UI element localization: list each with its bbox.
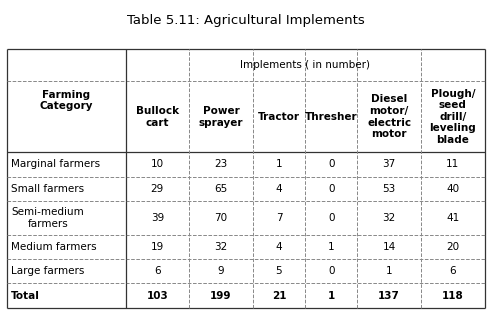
Text: 29: 29 xyxy=(151,184,164,194)
Text: 41: 41 xyxy=(446,213,460,223)
Text: Large farmers: Large farmers xyxy=(11,266,85,276)
Text: 70: 70 xyxy=(215,213,227,223)
Text: Medium farmers: Medium farmers xyxy=(11,242,97,252)
Text: 1: 1 xyxy=(328,242,335,252)
Text: Plough/
seed
drill/
leveling
blade: Plough/ seed drill/ leveling blade xyxy=(430,89,476,145)
Text: 65: 65 xyxy=(215,184,228,194)
Text: Power
sprayer: Power sprayer xyxy=(199,106,243,127)
Text: 19: 19 xyxy=(151,242,164,252)
Text: 39: 39 xyxy=(151,213,164,223)
Text: 4: 4 xyxy=(276,242,282,252)
Text: Total: Total xyxy=(11,290,40,300)
Text: 14: 14 xyxy=(383,242,396,252)
Text: 1: 1 xyxy=(386,266,393,276)
Text: 11: 11 xyxy=(446,160,460,170)
Text: 32: 32 xyxy=(383,213,396,223)
Text: 6: 6 xyxy=(154,266,161,276)
Text: 118: 118 xyxy=(442,290,463,300)
Text: 7: 7 xyxy=(276,213,282,223)
Text: 32: 32 xyxy=(215,242,228,252)
Text: 103: 103 xyxy=(147,290,168,300)
Text: 9: 9 xyxy=(217,266,224,276)
Text: 1: 1 xyxy=(276,160,282,170)
Text: 20: 20 xyxy=(446,242,460,252)
Text: Farming
Category: Farming Category xyxy=(40,90,93,111)
Text: 0: 0 xyxy=(328,160,335,170)
Text: Table 5.11: Agricultural Implements: Table 5.11: Agricultural Implements xyxy=(127,14,365,27)
Text: Bullock
cart: Bullock cart xyxy=(136,106,179,127)
Text: 10: 10 xyxy=(151,160,164,170)
Text: 137: 137 xyxy=(378,290,400,300)
Text: Marginal farmers: Marginal farmers xyxy=(11,160,100,170)
Text: Tractor: Tractor xyxy=(258,112,300,122)
Text: 37: 37 xyxy=(383,160,396,170)
Text: 5: 5 xyxy=(276,266,282,276)
Text: 53: 53 xyxy=(383,184,396,194)
Text: 199: 199 xyxy=(210,290,232,300)
Text: 6: 6 xyxy=(450,266,456,276)
Text: Semi-medium
farmers: Semi-medium farmers xyxy=(11,207,84,229)
Text: 0: 0 xyxy=(328,266,335,276)
Text: 21: 21 xyxy=(272,290,286,300)
Text: 4: 4 xyxy=(276,184,282,194)
Text: 40: 40 xyxy=(446,184,460,194)
Text: Thresher: Thresher xyxy=(305,112,358,122)
Text: 0: 0 xyxy=(328,184,335,194)
Text: Small farmers: Small farmers xyxy=(11,184,85,194)
Text: 23: 23 xyxy=(215,160,228,170)
Text: 0: 0 xyxy=(328,213,335,223)
Text: Implements ( in number): Implements ( in number) xyxy=(240,60,370,70)
Text: 1: 1 xyxy=(328,290,335,300)
Text: Diesel
motor/
electric
motor: Diesel motor/ electric motor xyxy=(367,95,411,139)
